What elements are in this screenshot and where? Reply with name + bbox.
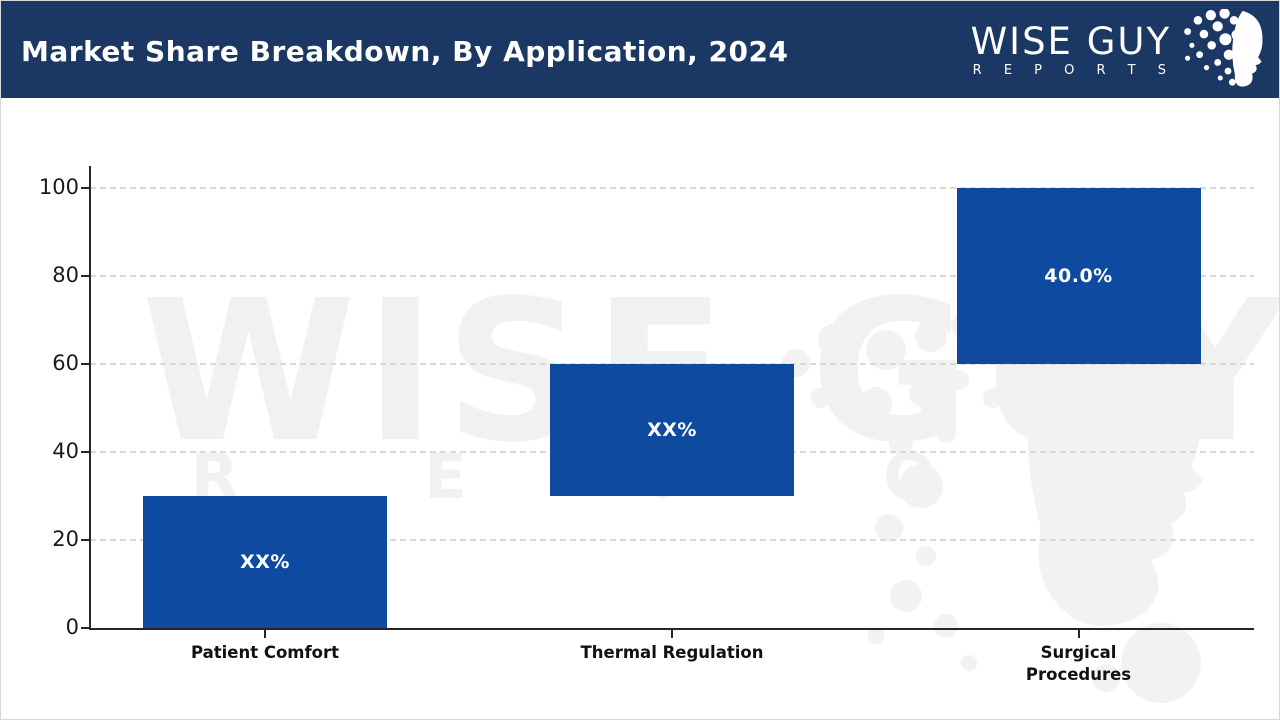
category-label: Surgical Procedures bbox=[1025, 643, 1132, 684]
market-share-bar: XX% bbox=[143, 496, 387, 628]
y-tick-label: 40 bbox=[52, 439, 79, 463]
x-tick-mark bbox=[671, 630, 673, 638]
header-band: Market Share Breakdown, By Application, … bbox=[1, 1, 1279, 98]
y-tick-mark bbox=[81, 363, 89, 365]
y-gridline bbox=[90, 275, 1254, 277]
x-tick-mark bbox=[264, 630, 266, 638]
market-share-bar: 40.0% bbox=[956, 188, 1201, 364]
dotted-head-icon bbox=[1184, 9, 1263, 87]
y-tick-mark bbox=[81, 275, 89, 277]
y-tick-label: 100 bbox=[38, 175, 79, 199]
y-tick-label: 80 bbox=[52, 263, 79, 287]
bar-value-label: XX% bbox=[240, 551, 290, 573]
logo-brand-subtitle: R E P O R T S bbox=[972, 63, 1175, 78]
y-tick-mark bbox=[81, 627, 89, 629]
category-label: Thermal Regulation bbox=[580, 643, 764, 662]
category-label: Patient Comfort bbox=[190, 643, 340, 662]
logo-text: WISE GUY R E P O R T S bbox=[967, 20, 1175, 79]
market-share-bar: XX% bbox=[550, 364, 794, 496]
y-tick-label: 60 bbox=[52, 351, 79, 375]
wise-guy-reports-logo: WISE GUY R E P O R T S bbox=[967, 9, 1265, 91]
y-tick-mark bbox=[81, 451, 89, 453]
y-tick-mark bbox=[81, 539, 89, 541]
y-tick-mark bbox=[81, 187, 89, 189]
page-title: Market Share Breakdown, By Application, … bbox=[21, 35, 789, 68]
bar-value-label: 40.0% bbox=[1044, 265, 1113, 287]
y-gridline bbox=[90, 539, 1254, 541]
x-tick-mark bbox=[1077, 630, 1080, 638]
x-axis-line bbox=[89, 628, 1254, 630]
bar-value-label: XX% bbox=[647, 419, 697, 441]
y-axis-line bbox=[89, 166, 91, 630]
logo-brand-name: WISE GUY bbox=[970, 20, 1172, 63]
y-gridline bbox=[90, 187, 1254, 189]
chart-area: WISE GUY R E P O R T S 020406080100XX%Pa… bbox=[1, 98, 1279, 719]
y-tick-label: 20 bbox=[52, 527, 79, 551]
y-tick-label: 0 bbox=[65, 615, 79, 639]
